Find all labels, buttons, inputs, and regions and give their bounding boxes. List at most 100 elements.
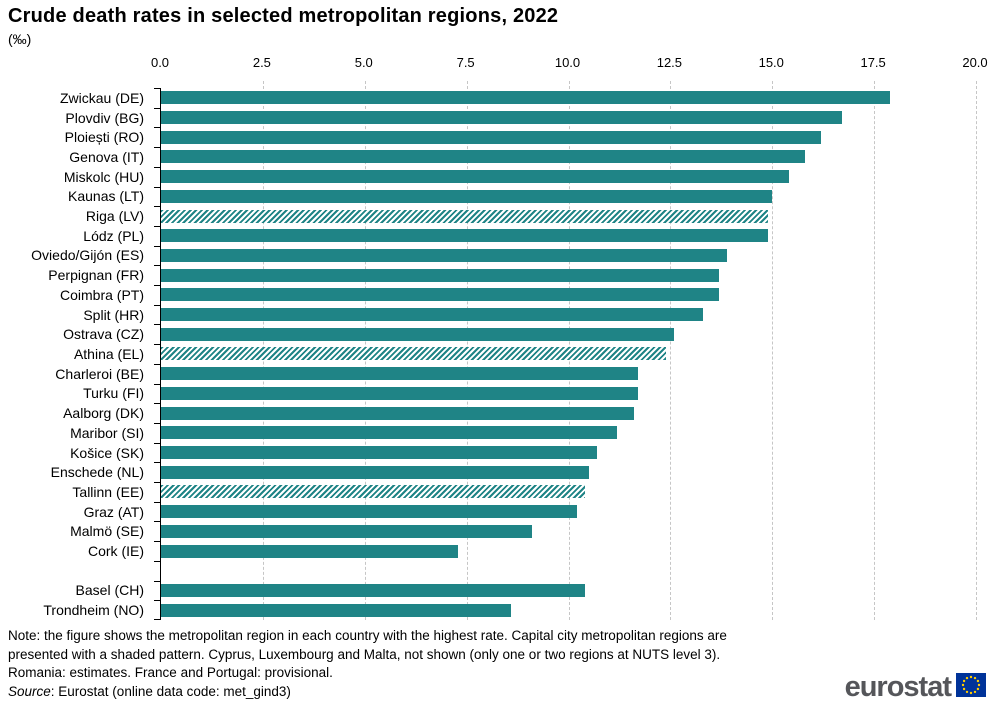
y-axis-tick [154, 363, 161, 365]
bar [161, 248, 728, 262]
y-axis-tick [154, 225, 161, 227]
bar-row [161, 423, 976, 443]
category-label: Maribor (SI) [70, 424, 144, 441]
bar-row [161, 600, 976, 620]
eu-flag-icon [956, 673, 986, 702]
category-label: Enschede (NL) [50, 464, 144, 481]
bar [161, 426, 618, 440]
gridline [976, 81, 977, 620]
bar-row [161, 147, 976, 167]
x-tick-label: 12.5 [656, 55, 683, 70]
category-label: Zwickau (DE) [59, 89, 144, 106]
bar [161, 91, 891, 105]
bar [161, 367, 638, 381]
y-axis-tick [154, 580, 161, 582]
source-label: Source [8, 684, 51, 699]
eurostat-logo-text: eurostat [844, 671, 952, 703]
y-axis-tick [154, 501, 161, 503]
category-label: Cork (IE) [88, 543, 144, 560]
note-line: presented with a shaded pattern. Cyprus,… [8, 646, 721, 662]
y-axis-tick [154, 88, 161, 89]
category-label: Trondheim (NO) [43, 602, 144, 619]
bar-row [161, 226, 976, 246]
bar-hatched [161, 347, 667, 361]
eurostat-logo: eurostat [845, 673, 986, 702]
x-axis-labels: 0.0 2.5 5.0 7.5 10.0 12.5 15.0 17.5 20.0 [151, 55, 988, 72]
bar-row [161, 364, 976, 384]
bar-row [161, 443, 976, 463]
category-label: Graz (AT) [83, 503, 144, 520]
y-axis-tick [154, 265, 161, 267]
plot-area [154, 81, 977, 620]
category-label: Tallinn (EE) [72, 483, 144, 500]
bar [161, 111, 842, 125]
bar-hatched [161, 485, 585, 499]
y-axis-tick [154, 245, 161, 247]
bar-row [161, 581, 976, 601]
y-axis-tick [154, 324, 161, 326]
bar [161, 603, 512, 617]
category-label: Malmö (SE) [70, 523, 144, 540]
x-tick-label: 20.0 [962, 55, 988, 70]
category-label: Oviedo/Gijón (ES) [31, 247, 144, 264]
y-axis-tick [154, 521, 161, 523]
bar [161, 268, 720, 282]
source-line: Source: Eurostat (online data code: met_… [8, 684, 291, 699]
bar-row [161, 324, 976, 344]
bar-row [161, 344, 976, 364]
bar [161, 288, 720, 302]
bar-row [161, 88, 976, 108]
bar [161, 465, 589, 479]
category-label: Ostrava (CZ) [63, 326, 144, 343]
bar-row [161, 206, 976, 226]
category-label: Ploiești (RO) [64, 129, 144, 146]
category-label: Split (HR) [83, 306, 144, 323]
bar [161, 544, 459, 558]
category-label: Plovdiv (BG) [65, 109, 144, 126]
bar-hatched [161, 209, 769, 223]
x-tick-label: 5.0 [354, 55, 373, 70]
y-axis-tick [154, 600, 161, 602]
y-axis-tick [154, 186, 161, 188]
bar-row [161, 521, 976, 541]
x-tick-label: 17.5 [860, 55, 886, 70]
bar-row [161, 541, 976, 561]
note-line: Romania: estimates. France and Portugal:… [8, 665, 333, 680]
bar [161, 170, 789, 184]
x-tick-label: 2.5 [252, 55, 271, 70]
category-label: Lódz (PL) [83, 227, 144, 244]
category-label: Kaunas (LT) [68, 188, 144, 205]
bar [161, 308, 703, 322]
y-axis-tick [154, 147, 161, 149]
x-tick-label: 10.0 [554, 55, 581, 70]
x-tick-label: 15.0 [758, 55, 784, 70]
bar [161, 150, 805, 164]
chart-unit-label: (‰) [8, 31, 32, 47]
y-axis-tick [154, 541, 161, 543]
source-text: : Eurostat (online data code: met_gind3) [50, 684, 291, 699]
category-label: Turku (FI) [83, 385, 144, 402]
category-label: Coimbra (PT) [59, 286, 144, 303]
gridline [670, 81, 672, 620]
bar-row [161, 482, 976, 502]
bar [161, 229, 769, 243]
gridline [874, 81, 876, 620]
bar-row [161, 246, 976, 266]
bar-row [161, 167, 976, 187]
bar-row [161, 285, 976, 305]
bar [161, 386, 638, 400]
bar [161, 327, 675, 341]
x-tick-label: 7.5 [456, 55, 475, 70]
bar [161, 524, 532, 538]
bar-row [161, 127, 976, 147]
bar [161, 130, 822, 144]
gridline [772, 81, 774, 620]
bar-row [161, 187, 976, 207]
category-label: Basel (CH) [75, 582, 144, 599]
bar-row [161, 108, 976, 128]
y-axis-tick [154, 560, 161, 562]
bar-row [161, 403, 976, 423]
category-label: Genova (IT) [69, 148, 144, 165]
category-label: Riga (LV) [85, 208, 144, 225]
